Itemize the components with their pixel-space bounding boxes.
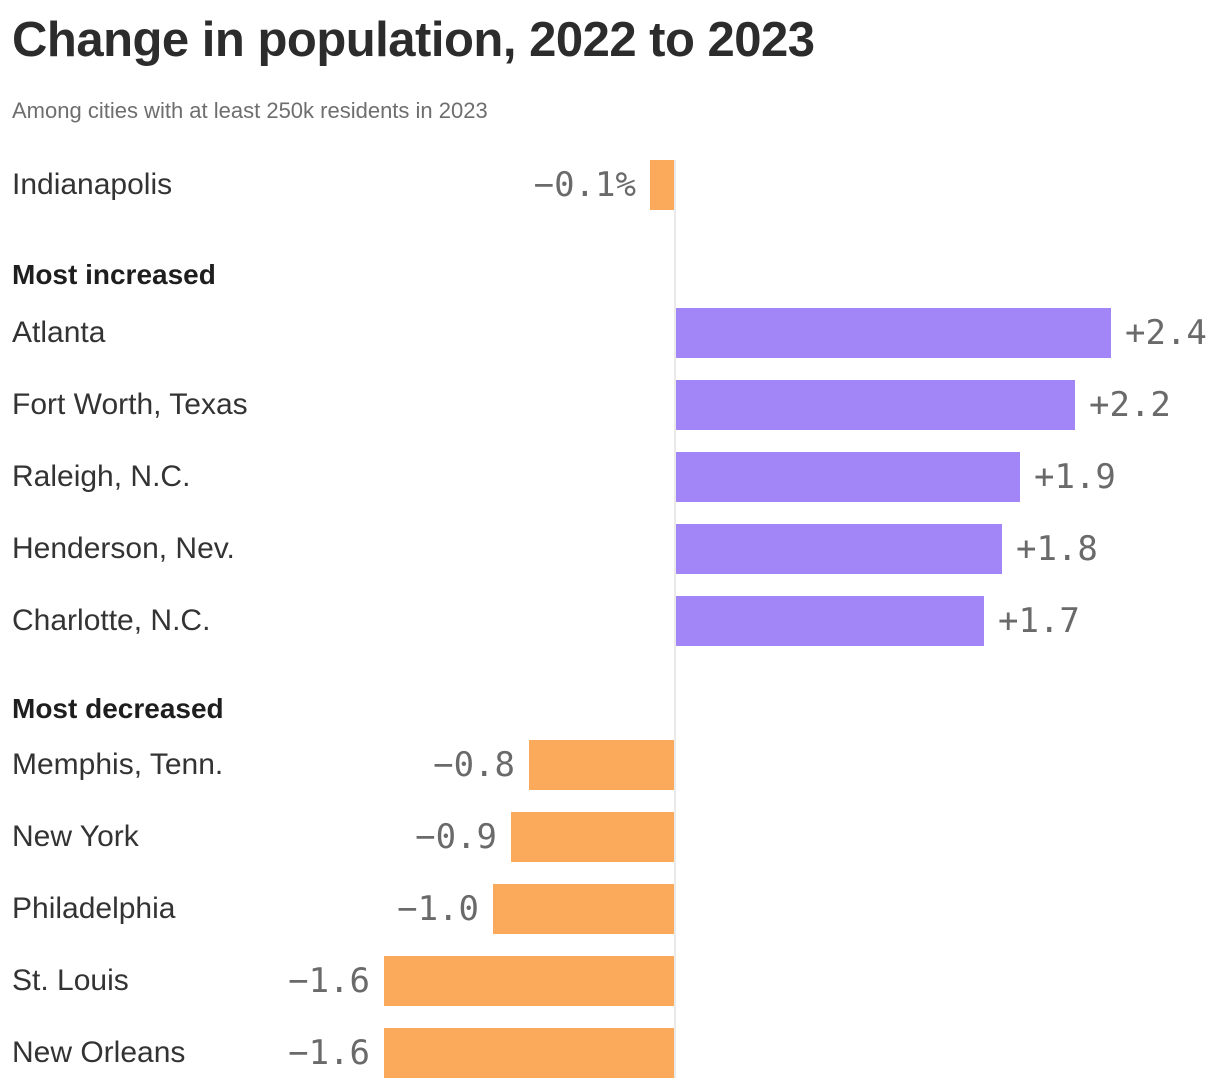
- city-label: St. Louis: [12, 964, 129, 997]
- bar-row: Atlanta +2.4: [0, 308, 1220, 358]
- value-label: +1.9: [1034, 457, 1116, 497]
- value-label: +2.4: [1125, 313, 1207, 353]
- city-label: Fort Worth, Texas: [12, 388, 248, 421]
- section-heading: Most decreased: [12, 693, 224, 724]
- bar-row: Indianapolis −0.1%: [0, 160, 1220, 210]
- zero-axis-line: [674, 160, 676, 1078]
- bar-row: New Orleans −1.6: [0, 1028, 1220, 1078]
- bar-row: Raleigh, N.C. +1.9: [0, 452, 1220, 502]
- value-label: +1.8: [1016, 529, 1098, 569]
- decrease-bar: [493, 884, 674, 934]
- increase-bar: [676, 524, 1002, 574]
- increase-bar: [676, 308, 1111, 358]
- chart-subtitle: Among cities with at least 250k resident…: [12, 98, 488, 123]
- city-label: Indianapolis: [12, 168, 173, 201]
- city-label: Atlanta: [12, 316, 106, 349]
- increase-bar: [676, 596, 984, 646]
- bar-row: St. Louis −1.6: [0, 956, 1220, 1006]
- value-label: −0.8: [433, 745, 515, 785]
- chart-title: Change in population, 2022 to 2023: [12, 13, 815, 67]
- decrease-bar: [511, 812, 674, 862]
- decrease-bar: [384, 956, 674, 1006]
- value-label: −1.6: [288, 961, 370, 1001]
- decrease-bar: [529, 740, 674, 790]
- value-label: −1.6: [288, 1033, 370, 1073]
- value-label: −0.9: [415, 817, 497, 857]
- bar-row: Henderson, Nev. +1.8: [0, 524, 1220, 574]
- section-heading: Most increased: [12, 259, 216, 290]
- city-label: Charlotte, N.C.: [12, 604, 211, 637]
- city-label: Memphis, Tenn.: [12, 748, 224, 781]
- increase-bar: [676, 452, 1020, 502]
- value-label: +1.7: [998, 601, 1080, 641]
- value-label: −0.1%: [533, 165, 636, 205]
- bar-row: Charlotte, N.C. +1.7: [0, 596, 1220, 646]
- value-label: −1.0: [397, 889, 479, 929]
- bar-row: New York −0.9: [0, 812, 1220, 862]
- bar-row: Memphis, Tenn. −0.8: [0, 740, 1220, 790]
- increase-bar: [676, 380, 1075, 430]
- bar-row: Fort Worth, Texas +2.2: [0, 380, 1220, 430]
- city-label: Philadelphia: [12, 892, 176, 925]
- bar-row: Philadelphia −1.0: [0, 884, 1220, 934]
- city-label: New York: [12, 820, 139, 853]
- city-label: New Orleans: [12, 1036, 186, 1069]
- value-label: +2.2: [1089, 385, 1171, 425]
- decrease-bar: [650, 160, 674, 210]
- decrease-bar: [384, 1028, 674, 1078]
- city-label: Henderson, Nev.: [12, 532, 235, 565]
- city-label: Raleigh, N.C.: [12, 460, 191, 493]
